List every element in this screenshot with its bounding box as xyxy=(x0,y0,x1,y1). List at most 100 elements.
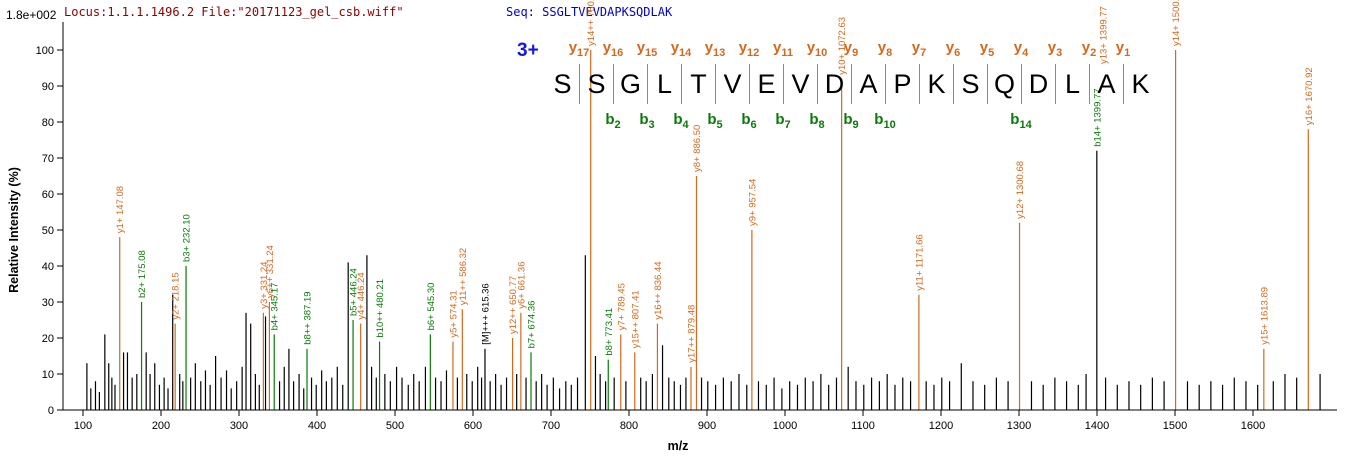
peak-label: y17++ 879.48 xyxy=(686,305,697,363)
y-tick-label: 80 xyxy=(42,117,54,129)
x-tick-label: 900 xyxy=(698,420,716,432)
peak-label: b8++ 387.19 xyxy=(303,291,314,344)
residue-letter: K xyxy=(1131,69,1150,99)
peak-label: y3+ 331.24 xyxy=(259,262,270,309)
y-ion-label: y7 xyxy=(911,39,927,59)
sequence-header-label: Seq: SSGLTVEVDAPKSQDLAK xyxy=(506,5,673,19)
y-ion-label: y17 xyxy=(568,39,590,59)
x-tick-label: 300 xyxy=(230,420,248,432)
y-ion-label: y11 xyxy=(773,39,793,59)
peak-label: y6+ 661.36 xyxy=(516,262,527,309)
x-axis-title: m/z xyxy=(668,439,689,453)
b-ion-label: b14 xyxy=(1010,111,1032,131)
x-tick-label: 1500 xyxy=(1163,420,1187,432)
x-tick-label: 1600 xyxy=(1241,420,1265,432)
y-ion-label: y9 xyxy=(843,39,859,59)
peak-label: y1+ 147.08 xyxy=(115,186,126,233)
y-ion-label: y5 xyxy=(979,39,995,59)
b-ion-label: b5 xyxy=(707,111,723,131)
peak-label: y16+ 1670.92 xyxy=(1304,67,1315,125)
x-tick-label: 1400 xyxy=(1085,420,1109,432)
y-ion-label: y2 xyxy=(1081,39,1097,59)
y-ion-label: y14 xyxy=(670,39,692,59)
peak-label: y13+ 1399.77 xyxy=(1099,6,1110,64)
peak-label: [M]+++ 615.36 xyxy=(480,283,491,345)
y-ion-label: y4 xyxy=(1013,39,1029,59)
peak-label: y14+ 1500.77 xyxy=(1171,0,1182,46)
peak-label: y15++ 807.41 xyxy=(630,290,641,348)
peak-label: y12+ 1300.68 xyxy=(1015,161,1026,219)
b-ion-label: b9 xyxy=(843,111,859,131)
b-ion-label: b3 xyxy=(639,111,655,131)
b-ion-label: b10 xyxy=(874,111,896,131)
x-tick-label: 600 xyxy=(464,420,482,432)
peak-label: y15+ 1613.89 xyxy=(1259,287,1270,345)
y-tick-label: 40 xyxy=(42,261,54,273)
peak-label: y11+ 1171.66 xyxy=(914,234,925,290)
x-tick-label: 1100 xyxy=(851,420,875,432)
y-tick-label: 30 xyxy=(42,297,54,309)
peak-label: b6+ 545.30 xyxy=(426,283,437,331)
peak-label: y7+ 789.45 xyxy=(616,283,627,330)
y-tick-label: 20 xyxy=(42,333,54,345)
b-ion-label: b7 xyxy=(775,111,791,131)
x-tick-label: 200 xyxy=(152,420,170,432)
y-tick-label: 100 xyxy=(36,45,54,57)
y-tick-label: 0 xyxy=(48,405,54,417)
peak-label: y4+ 446.24 xyxy=(356,272,367,319)
y-tick-label: 60 xyxy=(42,189,54,201)
peak-label: b14+ 1399.77 xyxy=(1092,88,1103,146)
y-ion-label: y6 xyxy=(945,39,961,59)
peak-label: y6++ 331.24 xyxy=(265,245,276,298)
y-tick-label: 10 xyxy=(42,369,54,381)
peak-label: b10++ 480.21 xyxy=(375,279,386,338)
peak-label: b2+ 175.08 xyxy=(137,250,148,298)
y-ion-label: y12 xyxy=(738,39,760,59)
y-ion-label: y1 xyxy=(1115,39,1131,59)
y-ion-label: y3 xyxy=(1047,39,1063,59)
peak-label: y14++ 750.91 xyxy=(586,0,597,46)
peak-label: y5+ 574.31 xyxy=(448,290,459,337)
y-tick-label: 90 xyxy=(42,81,54,93)
y-tick-label: 70 xyxy=(42,153,54,165)
precursor-charge-label: 3+ xyxy=(517,40,539,61)
x-tick-label: 100 xyxy=(74,420,92,432)
y-ion-label: y8 xyxy=(877,39,893,59)
x-tick-label: 500 xyxy=(386,420,404,432)
peak-label: b7+ 674.36 xyxy=(527,301,538,349)
peak-label: b4+ 345.17 xyxy=(270,283,281,331)
peak-label: b5+ 446.24 xyxy=(349,268,360,316)
peak-label: b3+ 232.10 xyxy=(182,214,193,262)
peak-label: y2+ 218.15 xyxy=(171,272,182,319)
peak-label: y16++ 836.44 xyxy=(653,261,664,319)
b-ion-label: b2 xyxy=(605,111,621,131)
b-ion-label: b6 xyxy=(741,111,757,131)
x-tick-label: 700 xyxy=(542,420,560,432)
intensity-scale-label: 1.8e+002 xyxy=(6,8,57,22)
x-tick-label: 1300 xyxy=(1007,420,1031,432)
y-tick-label: 50 xyxy=(42,225,54,237)
b-ion-label: b8 xyxy=(809,111,825,131)
y-axis-title: Relative Intensity (%) xyxy=(7,167,21,293)
peak-label: y8+ 886.50 xyxy=(692,125,703,172)
y-ion-label: y15 xyxy=(636,39,658,59)
x-tick-label: 1000 xyxy=(773,420,797,432)
locus-file-label: Locus:1.1.1.1496.2 File:"20171123_gel_cs… xyxy=(64,5,404,19)
peak-label: y11++ 586.32 xyxy=(458,248,469,305)
